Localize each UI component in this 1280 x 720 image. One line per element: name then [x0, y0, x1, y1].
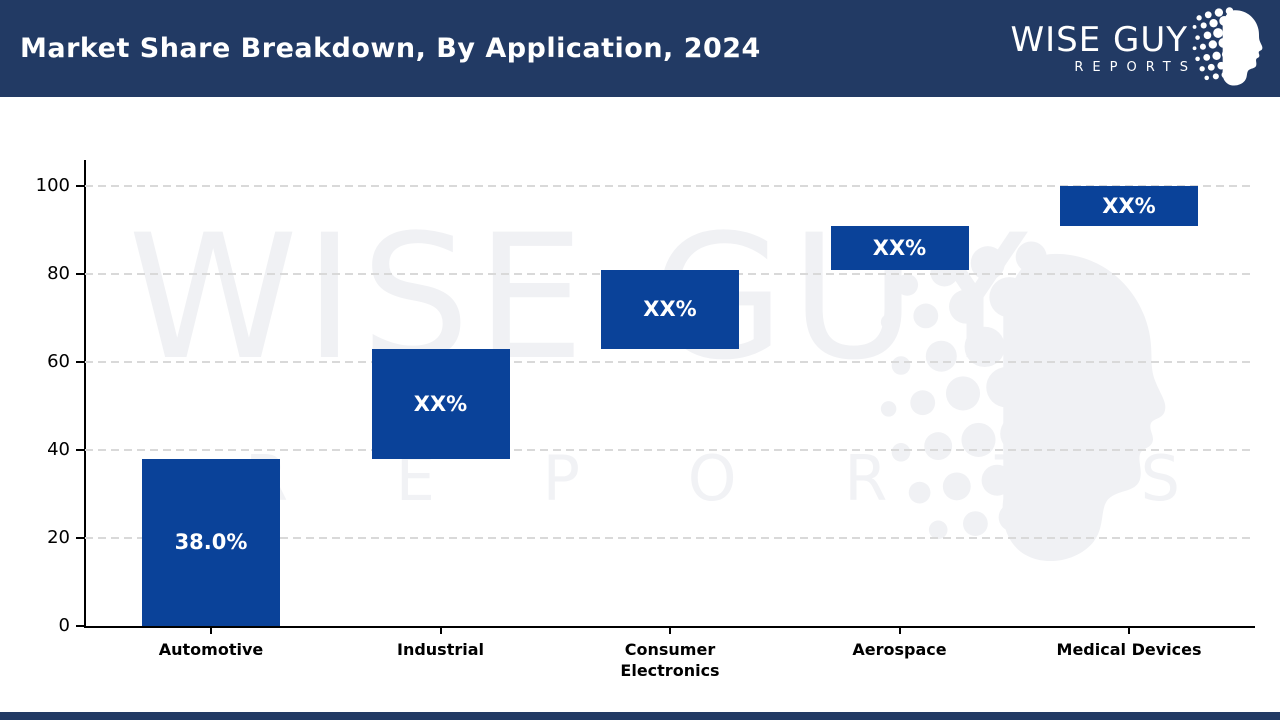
x-category-label-4: Medical Devices — [1056, 640, 1202, 659]
bar-medical-devices: XX% — [1060, 186, 1198, 226]
bar-value-label: XX% — [643, 297, 697, 322]
header-bar: Market Share Breakdown, By Application, … — [0, 0, 1280, 97]
x-tick-mark-4 — [1128, 626, 1130, 634]
x-category-label-3: Aerospace — [852, 640, 947, 659]
brand-name: WISE GUY — [1010, 20, 1188, 60]
bar-value-label: XX% — [872, 235, 927, 260]
bar-value-label: XX% — [1102, 194, 1156, 218]
y-tick-label-20: 20 — [47, 527, 70, 548]
brand-logo: WISE GUY REPORTS — [1010, 7, 1266, 91]
y-tick-mark-0 — [76, 625, 85, 627]
y-tick-mark-80 — [76, 273, 85, 275]
y-tick-label-60: 60 — [47, 351, 70, 372]
bar-value-label: 38.0% — [174, 530, 248, 555]
gridline-100 — [85, 185, 1255, 187]
bar-consumer-electronics: XX% — [601, 269, 739, 349]
x-category-label-2: Consumer Electronics — [620, 640, 720, 680]
x-tick-mark-0 — [210, 626, 212, 634]
y-tick-mark-40 — [76, 449, 85, 451]
y-tick-mark-20 — [76, 537, 85, 539]
bar-automotive: 38.0% — [142, 458, 280, 626]
y-tick-label-80: 80 — [47, 263, 70, 284]
y-axis-line — [84, 160, 86, 628]
bar-industrial: XX% — [371, 348, 510, 459]
x-category-label-0: Automotive — [158, 640, 264, 659]
y-tick-label-0: 0 — [58, 615, 70, 636]
x-category-label-1: Industrial — [396, 640, 484, 659]
bar-aerospace: XX% — [830, 225, 969, 270]
x-tick-mark-1 — [439, 626, 442, 634]
y-tick-label-40: 40 — [47, 439, 70, 460]
y-tick-mark-100 — [76, 185, 85, 187]
gridline-60 — [85, 361, 1255, 363]
gridline-20 — [85, 537, 1255, 539]
bar-value-label: XX% — [413, 391, 468, 416]
gridline-40 — [85, 449, 1255, 451]
x-tick-mark-2 — [669, 626, 671, 634]
y-tick-mark-60 — [76, 361, 85, 363]
footer-bar — [0, 712, 1280, 720]
page-title: Market Share Breakdown, By Application, … — [20, 33, 761, 64]
brand-text: WISE GUY REPORTS — [1010, 23, 1188, 74]
brand-subtitle: REPORTS — [1074, 60, 1197, 75]
x-tick-mark-3 — [898, 626, 901, 634]
y-tick-label-100: 100 — [35, 175, 70, 196]
